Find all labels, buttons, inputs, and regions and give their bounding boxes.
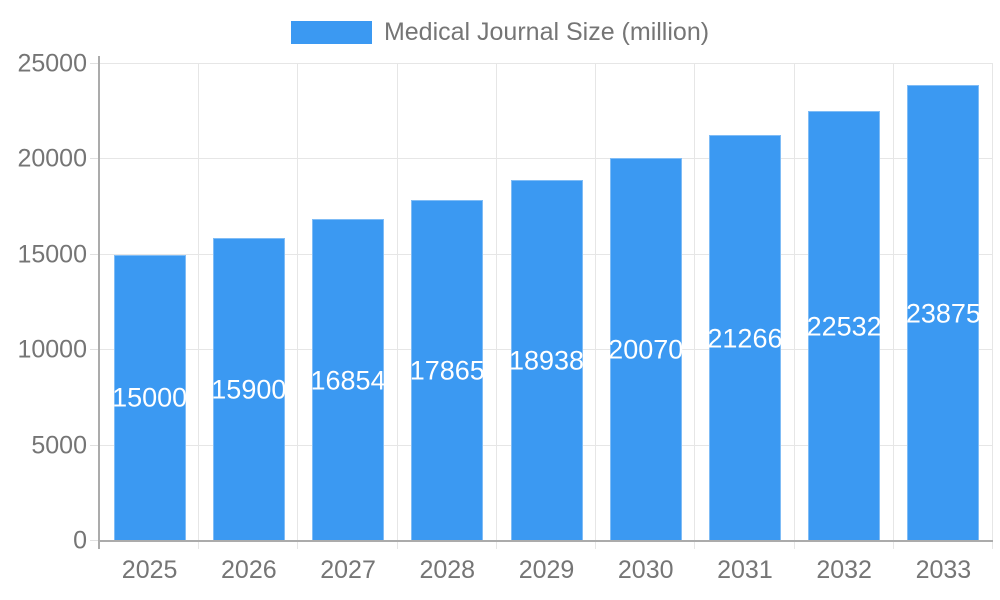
bar-value-label: 18938 [508,345,585,376]
x-axis-tick-label: 2029 [518,556,575,584]
y-gridline [100,158,993,160]
bar-2033[interactable]: 23875 [905,85,981,541]
y-axis-tick [90,253,100,255]
y-axis-line [98,56,100,549]
x-axis-tick-label: 2033 [915,556,972,584]
legend-label: Medical Journal Size (million) [383,17,710,46]
x-axis-tick-label: 2027 [320,556,376,584]
bar-2027[interactable]: 16854 [310,219,386,541]
x-axis-tick-label: 2028 [419,556,476,584]
y-axis-tick [90,444,100,446]
chart-legend: Medical Journal Size (million) [0,17,1000,47]
y-axis-tick [90,158,100,160]
bar-2029[interactable]: 18938 [508,179,585,541]
x-axis-tick-label: 2032 [816,556,872,584]
bar-value-label: 15000 [112,382,188,413]
x-gridline [892,64,894,549]
x-axis-tick-label: 2025 [121,556,178,584]
y-axis-tick-label: 25000 [17,49,87,78]
x-gridline [297,64,299,549]
x-gridline [793,64,795,549]
y-axis-tick-label: 10000 [17,335,87,364]
bar-value-label: 23875 [905,298,981,329]
legend-swatch-icon [290,20,372,44]
x-gridline [495,64,497,549]
bar-value-label: 22532 [806,311,882,342]
bar-value-label: 21266 [707,323,783,354]
x-gridline [198,64,200,549]
x-gridline [992,64,993,549]
y-axis-tick-label: 20000 [17,144,87,173]
y-axis-tick [90,63,100,64]
y-gridline [100,63,993,64]
bar-2028[interactable]: 17865 [409,200,485,541]
y-axis-tick-label: 5000 [31,431,87,460]
bar-2026[interactable]: 15900 [211,237,287,541]
y-axis-tick [90,349,100,351]
plot-area: 0 5000 10000 15000 20000 25000 15000 2025 15900 2… [17,51,993,584]
x-axis-tick-label: 2031 [717,556,773,584]
bar-2031[interactable]: 21266 [707,135,783,541]
x-gridline [694,64,696,549]
y-axis-tick [90,540,100,541]
x-axis-tick-label: 2026 [221,556,277,584]
x-gridline [396,64,398,549]
bar-value-label: 15900 [211,374,287,405]
bar-value-label: 16854 [310,365,386,396]
bar-2025[interactable]: 15000 [112,254,188,541]
bar-2032[interactable]: 22532 [806,111,882,541]
y-axis-tick-label: 0 [73,526,87,555]
bar-value-label: 17865 [409,355,485,386]
x-gridline [595,64,597,549]
y-axis-tick-label: 15000 [17,240,87,269]
bar-2030[interactable]: 20070 [608,158,684,541]
bar-value-label: 20070 [608,334,684,365]
x-axis-line [98,540,993,542]
x-axis-tick-label: 2030 [617,556,674,584]
